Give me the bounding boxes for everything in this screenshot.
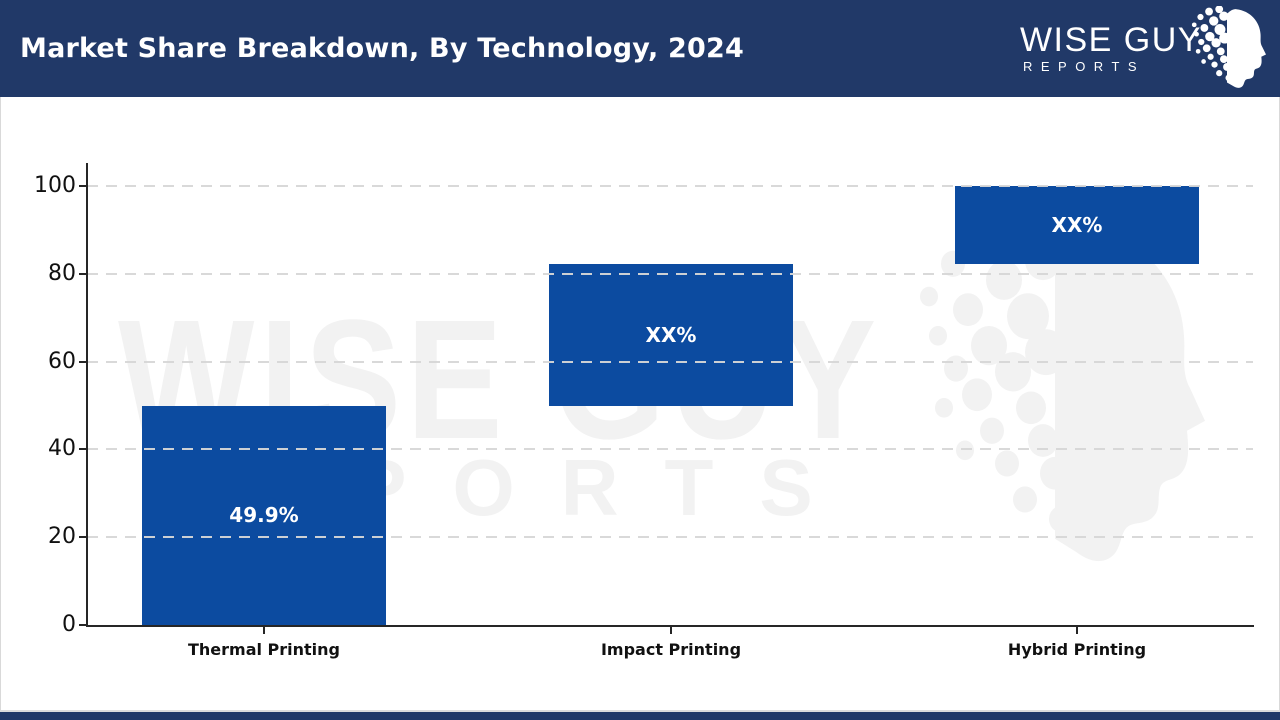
x-axis-tick <box>670 627 672 634</box>
y-axis-tick <box>79 272 87 275</box>
bar-thermal-printing: 49.9% <box>142 405 386 625</box>
y-axis-tick <box>79 185 87 187</box>
bar-value-label: XX% <box>645 322 697 347</box>
y-axis-tick <box>79 536 87 539</box>
dotted-head-logo-icon <box>1191 5 1266 88</box>
y-axis-tick <box>79 448 87 451</box>
x-axis-label-hybrid-printing: Hybrid Printing <box>1007 640 1147 659</box>
y-axis-spine <box>86 163 88 627</box>
logo-line2: REPORTS <box>1022 59 1146 75</box>
y-tick-label-40: 40 <box>48 436 76 462</box>
y-axis-tick <box>79 360 87 363</box>
x-axis-spine <box>86 625 1254 627</box>
logo-wordmark: WISE GUY REPORTS <box>1019 20 1202 75</box>
x-axis-label-impact-printing: Impact Printing <box>600 640 742 659</box>
x-axis-label-thermal-printing: Thermal Printing <box>187 640 341 659</box>
bar-value-label: XX% <box>1051 212 1103 237</box>
bar-hybrid-printing: XX% <box>955 186 1199 264</box>
header-bar: Market Share Breakdown, By Technology, 2… <box>0 0 1280 97</box>
footer-divider <box>0 710 1280 712</box>
y-tick-label-60: 60 <box>48 348 76 374</box>
wise-guy-reports-logo: WISE GUY REPORTS <box>1019 5 1266 92</box>
bar-impact-printing: XX% <box>549 263 793 406</box>
y-tick-label-0: 0 <box>62 612 76 637</box>
y-tick-label-100: 100 <box>34 173 76 198</box>
x-axis-tick <box>1076 627 1078 634</box>
y-tick-label-20: 20 <box>48 524 76 550</box>
x-axis-tick <box>263 627 265 634</box>
footer-bar <box>0 712 1280 720</box>
logo-line1: WISE GUY <box>1019 20 1202 59</box>
bar-value-label: 49.9% <box>229 503 299 528</box>
chart-title: Market Share Breakdown, By Technology, 2… <box>20 33 745 64</box>
y-tick-label-80: 80 <box>48 260 76 286</box>
y-axis-tick <box>79 624 87 626</box>
